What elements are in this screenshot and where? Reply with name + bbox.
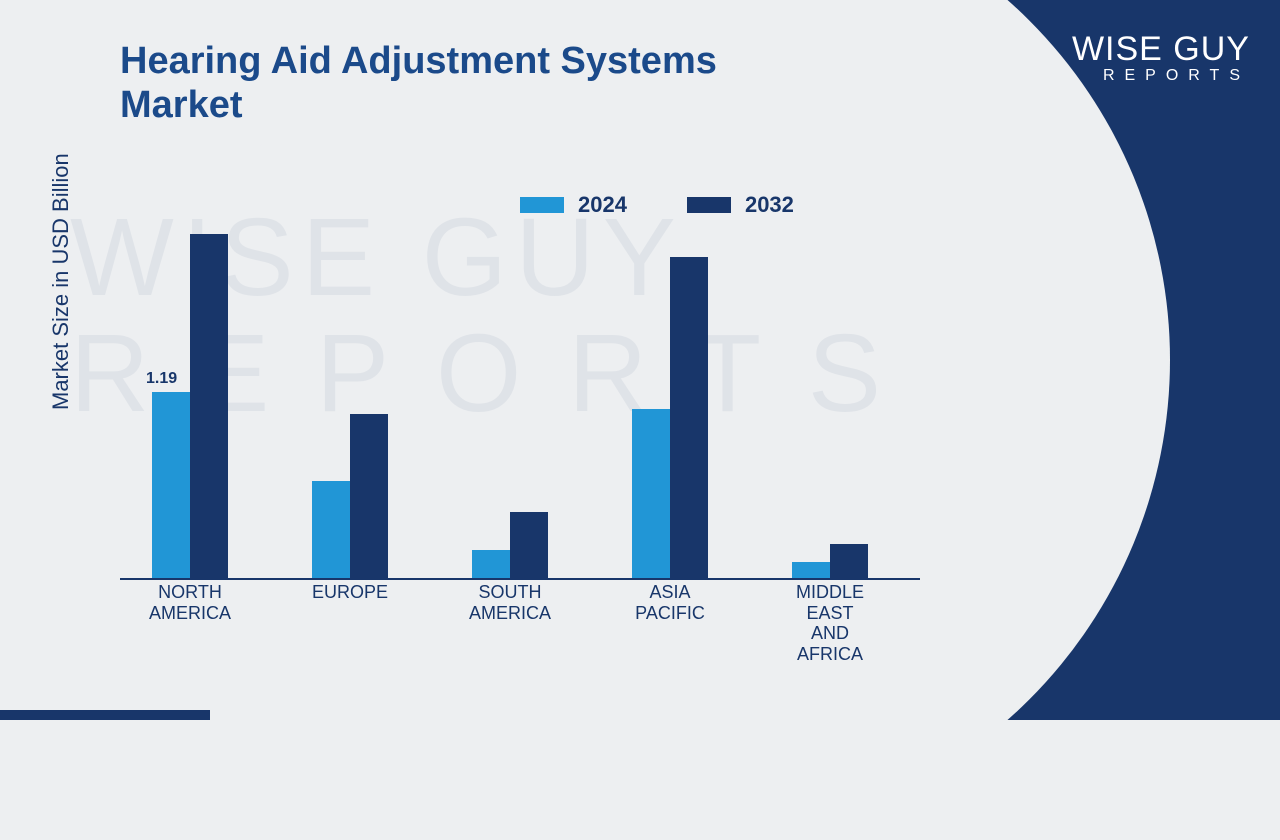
legend-item-2032: 2032 xyxy=(687,192,794,218)
legend-item-2024: 2024 xyxy=(520,192,627,218)
bar-group xyxy=(450,512,570,578)
bar xyxy=(792,562,830,578)
y-axis-label: Market Size in USD Billion xyxy=(48,153,74,410)
legend-swatch-2032 xyxy=(687,197,731,213)
bar-group xyxy=(290,414,410,578)
logo-main: WISE GUY xyxy=(1072,30,1250,69)
bar xyxy=(190,234,228,578)
bottom-accent-bar xyxy=(0,710,210,720)
legend-label-2024: 2024 xyxy=(578,192,627,218)
logo: WISE GUY REPORTS xyxy=(1072,30,1250,85)
bar-group xyxy=(130,234,250,578)
chart-title: Hearing Aid Adjustment Systems Market xyxy=(120,40,840,127)
bar-group xyxy=(610,257,730,578)
legend-label-2032: 2032 xyxy=(745,192,794,218)
bar xyxy=(830,544,868,578)
bar xyxy=(312,481,350,578)
bar xyxy=(152,392,190,578)
x-axis-label: MIDDLEEASTANDAFRICA xyxy=(760,582,900,665)
legend-swatch-2024 xyxy=(520,197,564,213)
bar xyxy=(632,409,670,578)
plot-area: 1.19 xyxy=(120,220,920,580)
logo-sub: REPORTS xyxy=(1072,67,1250,85)
bar xyxy=(510,512,548,578)
bar-group xyxy=(770,544,890,578)
bar xyxy=(670,257,708,578)
x-axis-label: SOUTHAMERICA xyxy=(440,582,580,623)
x-axis-label: NORTHAMERICA xyxy=(120,582,260,623)
legend: 2024 2032 xyxy=(520,192,794,218)
bar xyxy=(350,414,388,578)
bar xyxy=(472,550,510,578)
chart-area: Market Size in USD Billion 1.19 NORTHAME… xyxy=(100,210,930,670)
x-axis-label: ASIAPACIFIC xyxy=(600,582,740,623)
x-axis-label: EUROPE xyxy=(280,582,420,603)
